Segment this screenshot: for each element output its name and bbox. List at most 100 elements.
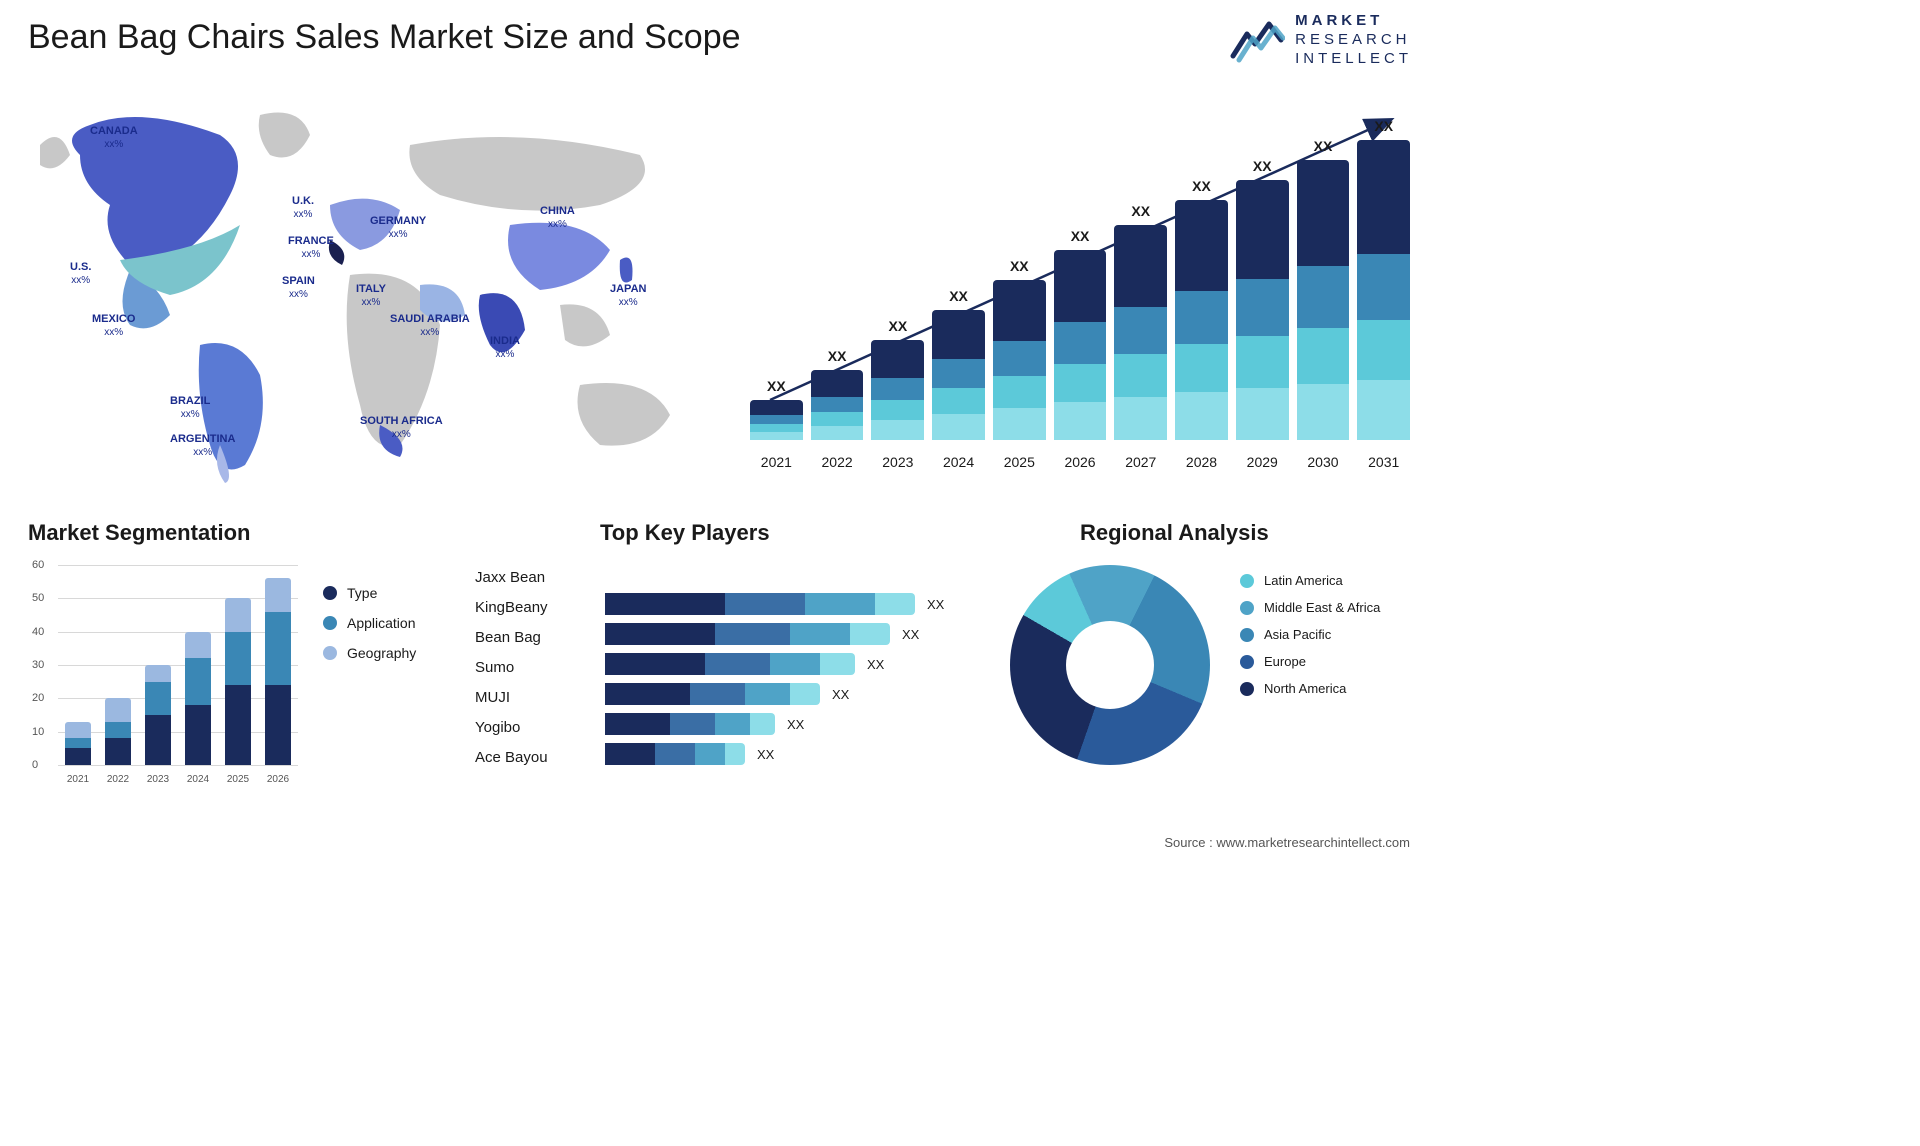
seg-legend-item: Geography: [323, 645, 416, 661]
map-label-brazil: BRAZILxx%: [170, 395, 210, 420]
seg-ylabel: 10: [32, 726, 44, 738]
growth-xlabel: 2025: [993, 454, 1046, 470]
map-label-argentina: ARGENTINAxx%: [170, 433, 235, 458]
player-bar: XX: [605, 683, 965, 705]
player-bar: XX: [605, 713, 965, 735]
seg-xlabel: 2025: [227, 774, 249, 785]
donut-ring: [1010, 565, 1210, 765]
seg-bar-2023: [145, 665, 171, 765]
growth-xlabel: 2021: [750, 454, 803, 470]
logo-line1: MARKET: [1295, 12, 1412, 31]
source-text: Source : www.marketresearchintellect.com: [1164, 835, 1410, 850]
player-name: KingBeany: [475, 593, 595, 623]
logo-line3: INTELLECT: [1295, 50, 1412, 69]
growth-value-label: XX: [1253, 158, 1272, 174]
growth-value-label: XX: [1192, 178, 1211, 194]
map-label-saudi-arabia: SAUDI ARABIAxx%: [390, 313, 470, 338]
growth-bar-2027: XX: [1114, 203, 1167, 440]
map-label-u-s-: U.S.xx%: [70, 261, 91, 286]
growth-value-label: XX: [949, 288, 968, 304]
map-label-france: FRANCExx%: [288, 235, 334, 260]
growth-bar-2022: XX: [811, 348, 864, 440]
seg-bar-2025: [225, 598, 251, 765]
seg-ylabel: 20: [32, 692, 44, 704]
logo-line2: RESEARCH: [1295, 31, 1412, 50]
growth-xlabel: 2024: [932, 454, 985, 470]
map-label-italy: ITALYxx%: [356, 283, 386, 308]
seg-ylabel: 30: [32, 659, 44, 671]
growth-value-label: XX: [767, 378, 786, 394]
page-title: Bean Bag Chairs Sales Market Size and Sc…: [28, 18, 741, 57]
donut-legend-item: Europe: [1240, 654, 1380, 669]
growth-bar-2021: XX: [750, 378, 803, 440]
growth-bar-2030: XX: [1297, 138, 1350, 440]
map-label-south-africa: SOUTH AFRICAxx%: [360, 415, 443, 440]
growth-xlabel: 2027: [1114, 454, 1167, 470]
segmentation-title: Market Segmentation: [28, 520, 251, 546]
map-label-u-k-: U.K.xx%: [292, 195, 314, 220]
players-title: Top Key Players: [600, 520, 770, 546]
seg-xlabel: 2021: [67, 774, 89, 785]
growth-value-label: XX: [1010, 258, 1029, 274]
seg-bar-2024: [185, 632, 211, 765]
player-bar: XX: [605, 653, 965, 675]
growth-bar-2024: XX: [932, 288, 985, 440]
growth-xlabel: 2029: [1236, 454, 1289, 470]
growth-bar-2029: XX: [1236, 158, 1289, 440]
player-value: XX: [757, 747, 774, 762]
growth-bar-2028: XX: [1175, 178, 1228, 440]
seg-ylabel: 0: [32, 759, 38, 771]
seg-xlabel: 2023: [147, 774, 169, 785]
player-value: XX: [902, 627, 919, 642]
growth-value-label: XX: [888, 318, 907, 334]
seg-legend-item: Application: [323, 615, 416, 631]
main-growth-chart: XXXXXXXXXXXXXXXXXXXXXX 20212022202320242…: [750, 100, 1410, 470]
donut-legend-item: Latin America: [1240, 573, 1380, 588]
seg-legend-item: Type: [323, 585, 416, 601]
map-label-mexico: MEXICOxx%: [92, 313, 135, 338]
map-label-germany: GERMANYxx%: [370, 215, 426, 240]
player-name: MUJI: [475, 683, 595, 713]
growth-bar-2026: XX: [1054, 228, 1107, 440]
regional-title: Regional Analysis: [1080, 520, 1269, 546]
map-label-japan: JAPANxx%: [610, 283, 646, 308]
growth-xlabel: 2026: [1054, 454, 1107, 470]
map-label-china: CHINAxx%: [540, 205, 575, 230]
map-label-canada: CANADAxx%: [90, 125, 138, 150]
player-name: Sumo: [475, 653, 595, 683]
player-name: Bean Bag: [475, 623, 595, 653]
donut-legend-item: Asia Pacific: [1240, 627, 1380, 642]
donut-legend-item: North America: [1240, 681, 1380, 696]
growth-xlabel: 2022: [811, 454, 864, 470]
map-label-india: INDIAxx%: [490, 335, 520, 360]
player-value: XX: [787, 717, 804, 732]
growth-xlabel: 2030: [1297, 454, 1350, 470]
growth-xlabel: 2028: [1175, 454, 1228, 470]
player-value: XX: [832, 687, 849, 702]
seg-ylabel: 50: [32, 592, 44, 604]
logo-icon: [1229, 16, 1285, 64]
seg-xlabel: 2024: [187, 774, 209, 785]
player-name: Jaxx Bean: [475, 563, 595, 593]
seg-xlabel: 2022: [107, 774, 129, 785]
segmentation-chart: 0102030405060202120222023202420252026 Ty…: [28, 555, 468, 795]
world-map-region: CANADAxx% U.S.xx% MEXICOxx% BRAZILxx% ARGENT…: [20, 85, 720, 485]
growth-bar-2025: XX: [993, 258, 1046, 440]
player-name: Yogibo: [475, 713, 595, 743]
brand-logo: MARKET RESEARCH INTELLECT: [1229, 12, 1412, 68]
player-bar: XX: [605, 623, 965, 645]
growth-value-label: XX: [1071, 228, 1090, 244]
seg-xlabel: 2026: [267, 774, 289, 785]
player-value: XX: [867, 657, 884, 672]
donut-legend-item: Middle East & Africa: [1240, 600, 1380, 615]
seg-bar-2022: [105, 698, 131, 765]
seg-bar-2021: [65, 722, 91, 765]
seg-ylabel: 40: [32, 626, 44, 638]
player-bar: XX: [605, 743, 965, 765]
growth-value-label: XX: [1314, 138, 1333, 154]
growth-value-label: XX: [1131, 203, 1150, 219]
regional-donut-chart: Latin America Middle East & Africa Asia Pa…: [1010, 555, 1410, 795]
player-name: Ace Bayou: [475, 743, 595, 773]
key-players-chart: Jaxx BeanKingBeanyBean BagSumoMUJIYogibo…: [475, 555, 985, 795]
growth-value-label: XX: [1374, 118, 1393, 134]
